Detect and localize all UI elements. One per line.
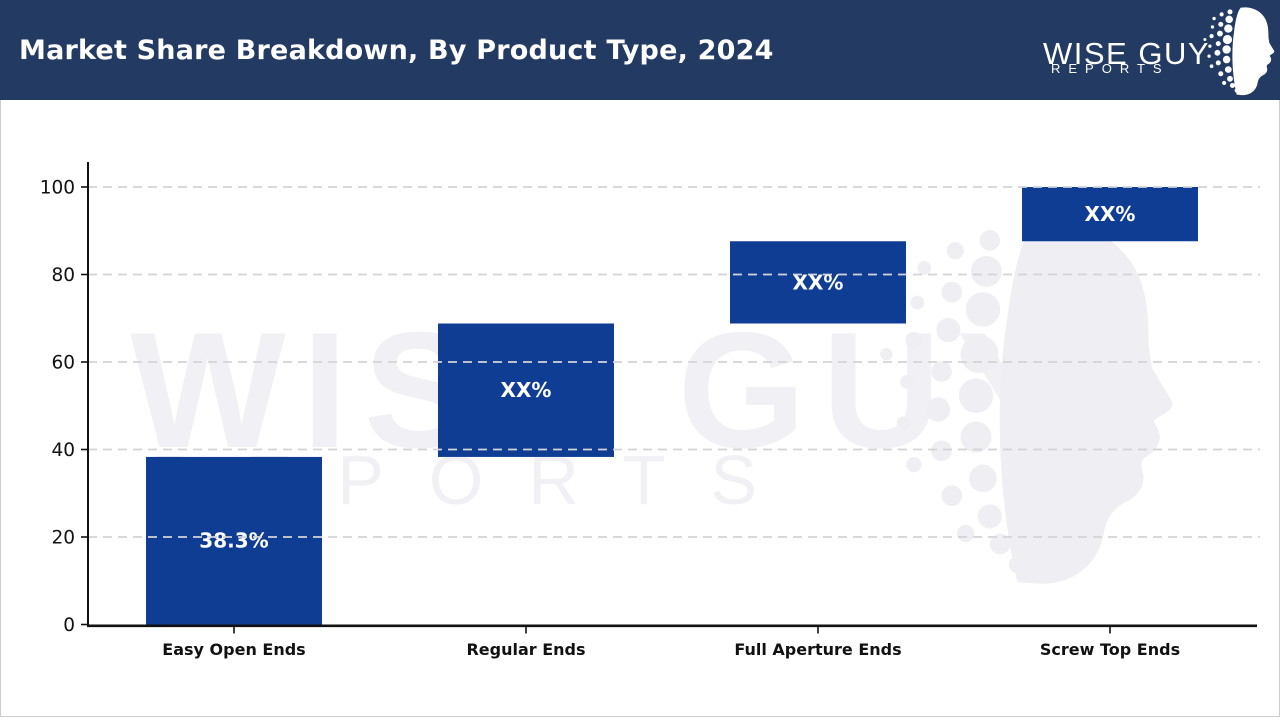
y-tick-label: 20 [51, 528, 75, 549]
logo-subtext: REPORTS [1051, 61, 1170, 76]
category-label: Screw Top Ends [1040, 640, 1180, 659]
watermark-subtext: REPORTS [150, 441, 803, 519]
logo-wordmark: WISE GUY [1043, 36, 1211, 71]
y-tick-label: 40 [51, 440, 75, 461]
watermark-head-icon [880, 221, 1173, 584]
page-title: Market Share Breakdown, By Product Type,… [19, 35, 774, 66]
bar-label: 38.3% [199, 529, 268, 553]
category-label: Easy Open Ends [162, 640, 305, 659]
wiseguy-head-icon [1203, 7, 1275, 96]
y-tick-label: 80 [51, 265, 75, 286]
header-band: Market Share Breakdown, By Product Type,… [0, 0, 1280, 100]
y-tick-label: 60 [51, 353, 75, 374]
category-label: Regular Ends [466, 640, 585, 659]
y-tick-label: 0 [63, 615, 75, 636]
y-tick-label: 100 [40, 178, 75, 199]
bar-label: XX% [793, 270, 844, 294]
category-label: Full Aperture Ends [734, 640, 901, 659]
